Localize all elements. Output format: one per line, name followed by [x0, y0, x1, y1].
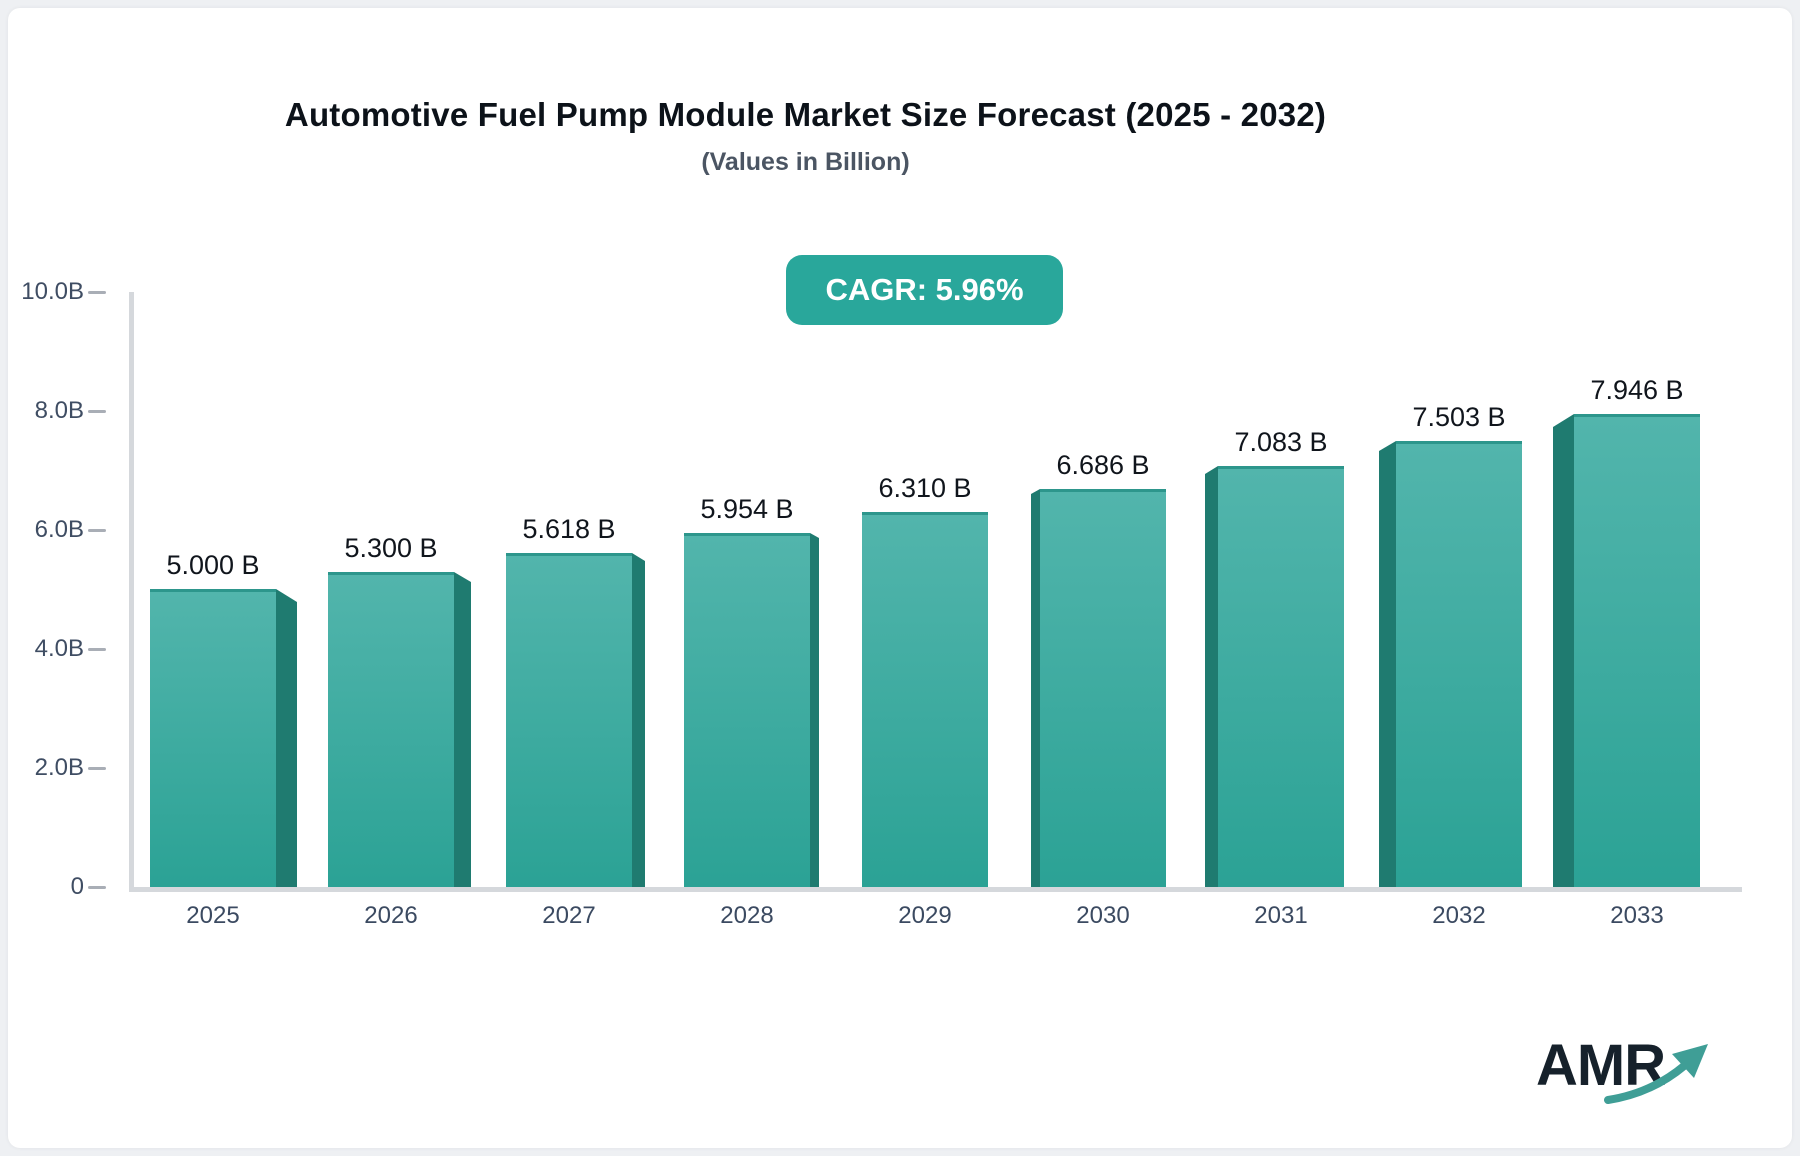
- y-tick-dash: [88, 291, 106, 294]
- y-tick-dash: [88, 648, 106, 651]
- bar-side-face: [1205, 466, 1218, 887]
- bar-value-label: 7.946 B: [1590, 375, 1684, 405]
- bar-front-face: [328, 572, 454, 887]
- bar-side-face: [810, 533, 819, 887]
- bar-value-label: 5.300 B: [344, 533, 438, 563]
- x-axis-line: [129, 887, 1742, 892]
- y-tick-dash: [88, 767, 106, 770]
- x-category-label: 2026: [364, 902, 418, 929]
- cagr-badge: CAGR: 5.96%: [786, 255, 1063, 325]
- bar-value-label: 6.310 B: [878, 473, 972, 503]
- x-category-label: 2029: [898, 902, 952, 929]
- bar-front-face: [1574, 414, 1700, 887]
- chart-title: Automotive Fuel Pump Module Market Size …: [284, 96, 1327, 133]
- x-category-label: 2032: [1432, 902, 1486, 929]
- bar-front-face: [1396, 441, 1522, 887]
- y-tick-dash: [88, 529, 106, 532]
- y-tick-label: 10.0B: [21, 278, 84, 305]
- y-tick-dash: [88, 886, 106, 889]
- y-tick-label: 4.0B: [34, 635, 84, 662]
- bar-side-face: [276, 589, 297, 887]
- amr-logo: AMR: [1536, 1032, 1726, 1122]
- x-category-label: 2030: [1076, 902, 1130, 929]
- bar-side-face: [1553, 414, 1574, 887]
- bar-front-face: [684, 533, 810, 887]
- x-category-label: 2028: [720, 902, 774, 929]
- bar-front-face: [1040, 489, 1166, 887]
- bar-front-face: [506, 553, 632, 887]
- bar-side-face: [632, 553, 645, 887]
- bar-side-face: [1379, 441, 1396, 887]
- bar-value-label: 5.618 B: [522, 514, 616, 544]
- bar-value-label: 5.000 B: [166, 550, 260, 580]
- y-tick-label: 2.0B: [34, 754, 84, 781]
- x-category-label: 2031: [1254, 902, 1308, 929]
- bar-front-face: [150, 589, 276, 887]
- bar-value-label: 7.503 B: [1412, 402, 1506, 432]
- bar-front-face: [862, 512, 988, 887]
- x-category-label: 2025: [186, 902, 240, 929]
- bar-value-label: 6.686 B: [1056, 450, 1150, 480]
- x-category-label: 2033: [1610, 902, 1664, 929]
- y-tick-label: 0: [70, 873, 84, 900]
- growth-arrow-icon: [1604, 1044, 1708, 1104]
- bar-value-label: 5.954 B: [700, 494, 794, 524]
- chart-subtitle: (Values in Billion): [701, 148, 910, 176]
- bar-front-face: [1218, 466, 1344, 887]
- x-category-label: 2027: [542, 902, 596, 929]
- bar-value-label: 7.083 B: [1234, 427, 1328, 457]
- y-tick-label: 6.0B: [34, 516, 84, 543]
- y-tick-label: 8.0B: [34, 397, 84, 424]
- y-tick-dash: [88, 410, 106, 413]
- bar-side-face: [454, 572, 471, 887]
- y-axis-line: [129, 292, 134, 892]
- bar-side-face: [1031, 489, 1040, 887]
